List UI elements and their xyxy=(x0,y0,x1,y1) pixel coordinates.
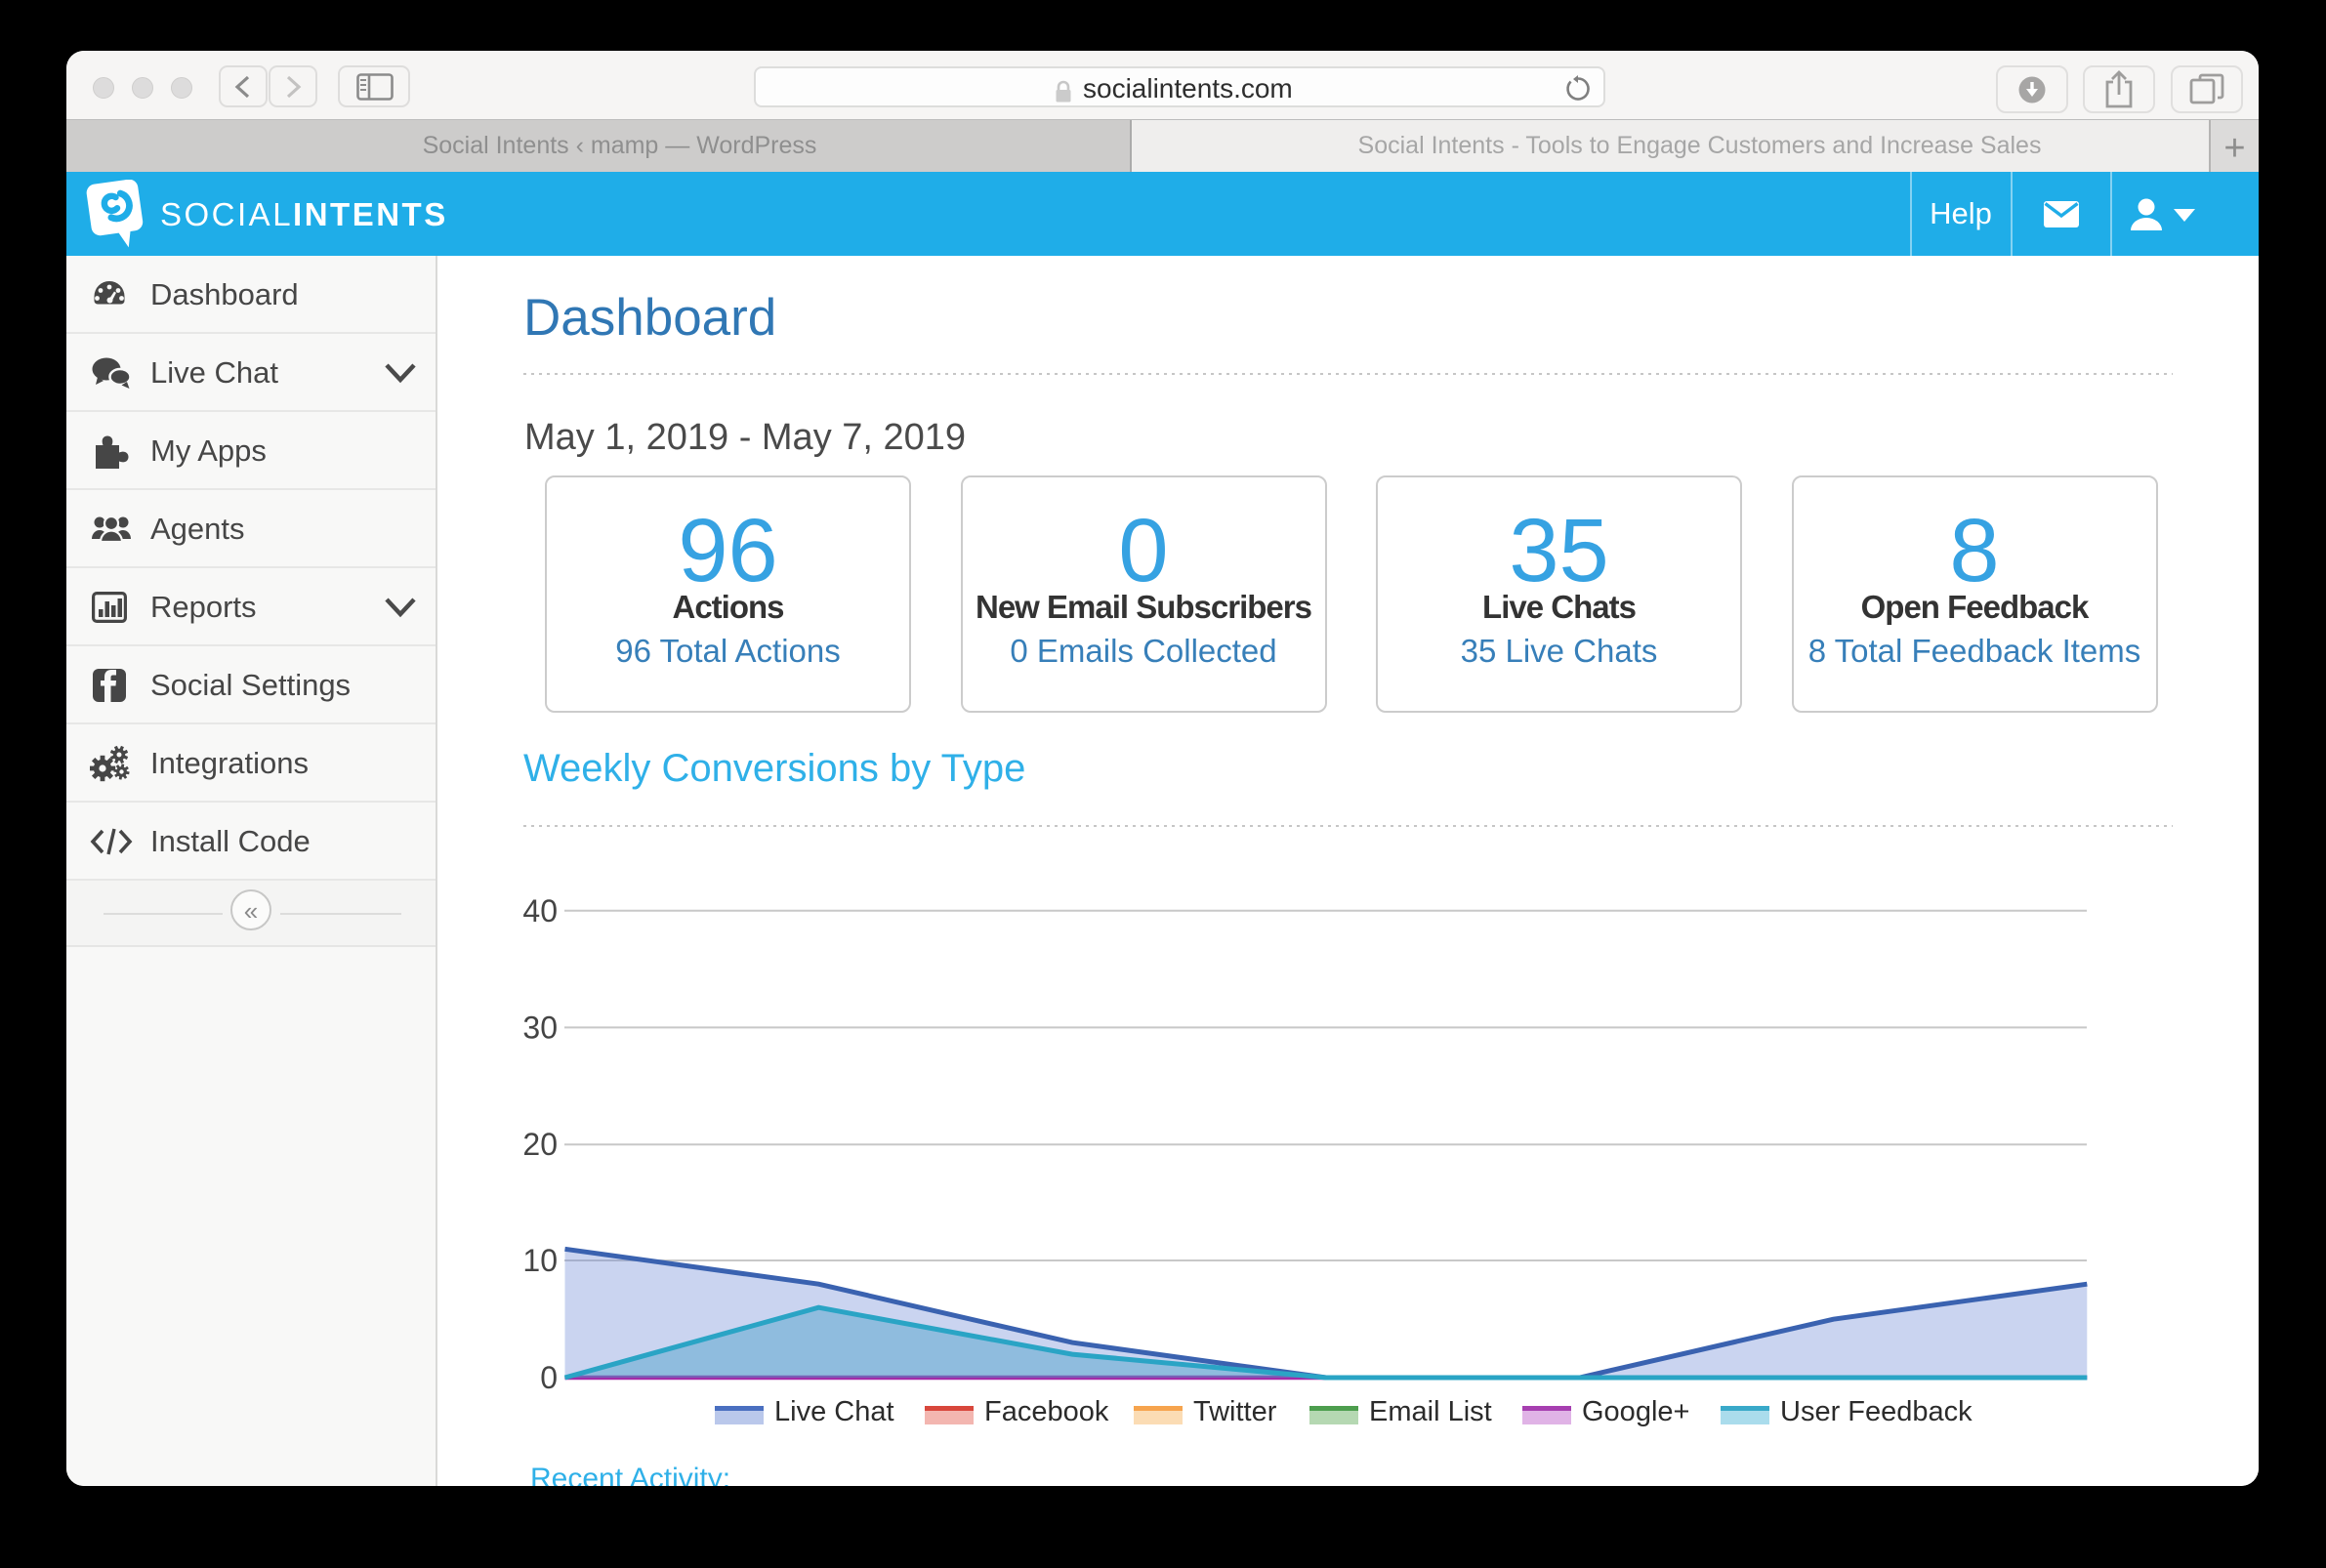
svg-text:40: 40 xyxy=(522,893,558,928)
svg-text:30: 30 xyxy=(522,1010,558,1045)
svg-text:0: 0 xyxy=(540,1360,558,1395)
svg-text:10: 10 xyxy=(522,1243,558,1278)
svg-text:20: 20 xyxy=(522,1127,558,1162)
